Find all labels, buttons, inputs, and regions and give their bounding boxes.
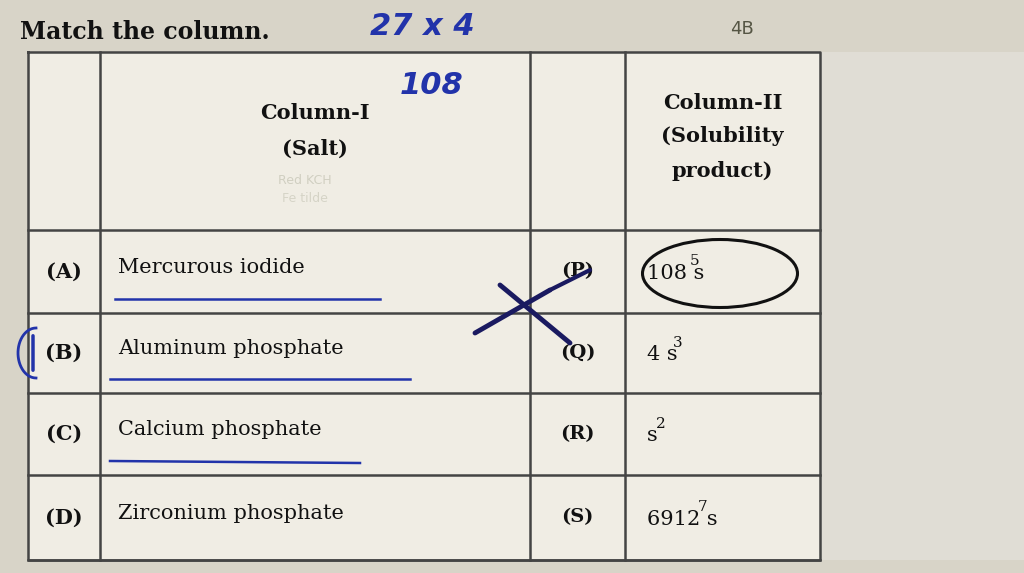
Text: 27 x 4: 27 x 4 bbox=[370, 12, 475, 41]
Text: (Solubility: (Solubility bbox=[662, 126, 783, 146]
Text: Calcium phosphate: Calcium phosphate bbox=[118, 421, 322, 439]
Bar bbox=[820, 52, 1024, 560]
Text: (Q): (Q) bbox=[560, 344, 595, 362]
Text: s: s bbox=[647, 426, 657, 445]
Text: 2: 2 bbox=[655, 417, 666, 431]
Text: 6912 s: 6912 s bbox=[647, 510, 718, 529]
Text: (R): (R) bbox=[560, 425, 595, 443]
Text: Zirconium phosphate: Zirconium phosphate bbox=[118, 504, 344, 523]
Text: (D): (D) bbox=[45, 508, 83, 528]
Text: Aluminum phosphate: Aluminum phosphate bbox=[118, 339, 344, 359]
Text: 108: 108 bbox=[400, 72, 464, 100]
Text: (C): (C) bbox=[46, 424, 82, 444]
Text: 4 s: 4 s bbox=[647, 346, 678, 364]
Text: 108 s: 108 s bbox=[647, 264, 705, 283]
Text: Mercurous iodide: Mercurous iodide bbox=[118, 258, 305, 277]
Text: (A): (A) bbox=[46, 261, 82, 281]
Text: 3: 3 bbox=[673, 336, 682, 350]
Text: 5: 5 bbox=[689, 254, 699, 269]
Text: Fe tilde: Fe tilde bbox=[282, 193, 328, 206]
Text: 7: 7 bbox=[698, 500, 708, 515]
Text: (B): (B) bbox=[45, 343, 83, 363]
Text: (S): (S) bbox=[561, 508, 594, 527]
Text: Red KCH: Red KCH bbox=[279, 175, 332, 187]
Text: (P): (P) bbox=[561, 262, 594, 281]
Text: product): product) bbox=[672, 161, 773, 181]
Text: 4B: 4B bbox=[730, 20, 754, 38]
Text: Column-I: Column-I bbox=[260, 103, 370, 123]
Text: Column-II: Column-II bbox=[663, 93, 782, 113]
Text: Match the column.: Match the column. bbox=[20, 20, 269, 44]
Text: (Salt): (Salt) bbox=[282, 139, 348, 159]
Bar bbox=[28, 52, 820, 560]
